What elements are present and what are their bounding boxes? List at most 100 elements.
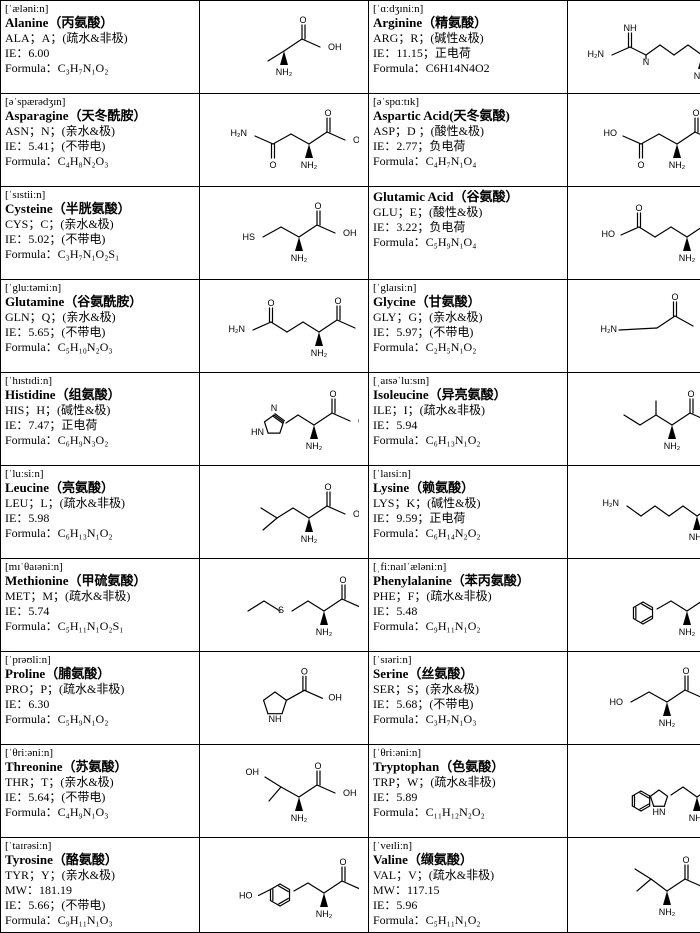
aa-structure-threonine: OOHNH₂OH — [200, 745, 369, 838]
svg-text:O: O — [339, 857, 346, 867]
svg-text:NH₂: NH₂ — [291, 813, 308, 823]
svg-text:NH: NH — [624, 23, 637, 33]
svg-text:NH₂: NH₂ — [659, 718, 676, 728]
aa-ie: IE：5.65；(不带电) — [5, 325, 195, 340]
svg-text:O: O — [324, 482, 331, 492]
aa-ipa: [ˌaɪsəˈluːsɪn] — [373, 375, 563, 387]
svg-text:O: O — [687, 389, 694, 399]
aa-info-cell: [ˈɑːdʒɪniːn]Arginine（精氨酸）ARG；R；(碱性&极)IE：… — [369, 1, 568, 94]
svg-text:NH₂: NH₂ — [669, 160, 686, 170]
svg-text:NH₂: NH₂ — [689, 532, 700, 542]
aa-ie: IE：9.59；正电荷 — [373, 511, 563, 526]
svg-text:N: N — [271, 403, 278, 413]
aa-info-cell: [əˈspɑːtɪk]Aspartic Acid(天冬氨酸)ASP；D ；(酸性… — [369, 94, 568, 187]
aa-ie: IE：5.98 — [5, 511, 195, 526]
aa-codes: PRO；P；(疏水&非极) — [5, 682, 195, 697]
aa-codes: CYS；C；(亲水&极) — [5, 217, 195, 232]
svg-text:NH₂: NH₂ — [689, 813, 700, 823]
svg-text:HO: HO — [610, 697, 624, 707]
aa-structure-valine: OOHNH₂ — [568, 838, 700, 933]
svg-text:NH₂: NH₂ — [301, 160, 318, 170]
aa-formula: Formula：C₃H₇N₁O₂S₁ — [5, 247, 195, 262]
aa-ipa: [əˈspærədʒɪn] — [5, 96, 195, 108]
aa-name: Phenylalanine（苯丙氨酸） — [373, 573, 563, 589]
aa-structure-glycine: H₂NOOH — [568, 280, 700, 373]
aa-structure-glutamine: OOHNH₂OH₂N — [200, 280, 369, 373]
aa-info-cell: [ˈgluːtəmiːn]Glutamine（谷氨酰胺）GLN；Q；(亲水&极)… — [1, 280, 200, 373]
aa-name: Lysine（赖氨酸） — [373, 480, 563, 496]
svg-text:NH₂: NH₂ — [316, 909, 333, 919]
aa-ipa: [ˈhɪstɪdiːn] — [5, 375, 195, 387]
aa-structure-methionine: OOHNH₂S — [200, 559, 369, 652]
aa-codes: ARG；R；(碱性&极) — [373, 31, 563, 46]
aa-formula: Formula：C₅H₉N₁O₄ — [373, 235, 563, 250]
aa-codes: TRP；W；(疏水&非极) — [373, 775, 563, 790]
aa-structure-serine: OOHNH₂HO — [568, 652, 700, 745]
svg-text:OH: OH — [358, 416, 359, 426]
aa-codes: GLN；Q；(亲水&极) — [5, 310, 195, 325]
aa-info-cell: [mɪˈθaɪəniːn]Methionine（甲硫氨酸）MET；M；(疏水&非… — [1, 559, 200, 652]
aa-codes: MET；M；(疏水&非极) — [5, 589, 195, 604]
svg-text:HS: HS — [242, 232, 255, 242]
svg-text:O: O — [682, 855, 689, 865]
aa-info-cell: [ˌaɪsəˈluːsɪn]Isoleucine（异亮氨酸）ILE；I；(疏水&… — [369, 373, 568, 466]
aa-name: Methionine（甲硫氨酸） — [5, 573, 195, 589]
aa-info-cell: [ˈtaɪrəsiːn]Tyrosine（酪氨酸）TYR；Y；(亲水&极)MW：… — [1, 838, 200, 933]
aa-codes: PHE；F；(疏水&非极) — [373, 589, 563, 604]
aa-ie: IE：3.22；负电荷 — [373, 220, 563, 235]
aa-info-cell: [ˈsɪstiiːn]Cysteine（半胱氨酸）CYS；C；(亲水&极)IE：… — [1, 187, 200, 280]
aa-ie: IE：5.74 — [5, 604, 195, 619]
aa-codes: GLY；G；(亲水&极) — [373, 310, 563, 325]
aa-name: Cysteine（半胱氨酸） — [5, 201, 195, 217]
aa-ipa: [mɪˈθaɪəniːn] — [5, 561, 195, 573]
svg-text:H₂N: H₂N — [229, 324, 246, 334]
aa-name: Proline（脯氨酸） — [5, 666, 195, 682]
aa-ie: IE：5.02；(不带电) — [5, 232, 195, 247]
svg-text:H₂N: H₂N — [601, 324, 618, 334]
aa-ipa: [ˈtaɪrəsiːn] — [5, 840, 195, 852]
aa-codes: ASN；N；(亲水&极) — [5, 124, 195, 139]
aa-ipa: [ˌfiːnaɪlˈæləniːn] — [373, 561, 563, 573]
aa-name: Glutamic Acid（谷氨酸） — [373, 189, 563, 205]
aa-ipa: [ˈsɪstiiːn] — [5, 189, 195, 201]
svg-text:O: O — [314, 761, 321, 771]
svg-text:OH: OH — [353, 135, 359, 145]
svg-text:NH₂: NH₂ — [694, 71, 700, 81]
svg-text:NH₂: NH₂ — [291, 253, 308, 263]
svg-text:OH: OH — [343, 788, 357, 798]
svg-text:O: O — [299, 15, 306, 25]
svg-text:O: O — [314, 201, 321, 211]
svg-text:HO: HO — [239, 891, 253, 901]
aa-codes: ALA；A；(疏水&非极) — [5, 31, 195, 46]
aa-ipa: [ˈɑːdʒɪniːn] — [373, 3, 563, 15]
aa-formula: Formula：C₁₁H₁₂N₂O₂ — [373, 805, 563, 820]
aa-info-cell: [ˈlaɪsiːn]Lysine（赖氨酸）LYS；K；(碱性&极)IE：9.59… — [369, 466, 568, 559]
aa-structure-histidine: OOHNH₂NHN — [200, 373, 369, 466]
aa-formula: Formula：C₄H₇N₁O₄ — [373, 154, 563, 169]
svg-text:O: O — [267, 298, 274, 308]
aa-ipa: [ˈθriːəniːn] — [373, 747, 563, 759]
aa-ie: IE：7.47；正电荷 — [5, 418, 195, 433]
aa-name: Isoleucine（异亮氨酸） — [373, 387, 563, 403]
aa-name: Leucine（亮氨酸） — [5, 480, 195, 496]
aa-name: Alanine（丙氨酸） — [5, 15, 195, 31]
aa-name: Glutamine（谷氨酰胺） — [5, 294, 195, 310]
aa-name: Glycine（甘氨酸） — [373, 294, 563, 310]
aa-structure-leucine: OOHNH₂ — [200, 466, 369, 559]
aa-ipa: [ˈgluːtəmiːn] — [5, 282, 195, 294]
aa-structure-tryptophan: OOHNH₂HN — [568, 745, 700, 838]
aa-formula: Formula：C₄H₉N₁O₃ — [5, 805, 195, 820]
amino-acid-table: [ˈæləniːn]Alanine（丙氨酸）ALA；A；(疏水&非极)IE：6.… — [0, 0, 700, 933]
svg-text:NH₂: NH₂ — [301, 534, 318, 544]
aa-ipa: [ˈprəʊliːn] — [5, 654, 195, 666]
aa-formula: Formula：C₂H₅N₁O₂ — [373, 340, 563, 355]
aa-info-cell: [ˈveɪliːn]Valine（缬氨酸）VAL；V；(疏水&非极)MW：117… — [369, 838, 568, 933]
aa-name: Histidine（组氨酸） — [5, 387, 195, 403]
aa-structure-isoleucine: OOHNH₂ — [568, 373, 700, 466]
svg-text:NH₂: NH₂ — [659, 907, 676, 917]
aa-ie: IE：5.41；(不带电) — [5, 139, 195, 154]
aa-formula: Formula：C₆H₉N₃O₂ — [5, 433, 195, 448]
aa-extra: IE：5.96 — [373, 898, 563, 913]
svg-text:O: O — [334, 296, 341, 306]
aa-info-cell: [ˈhɪstɪdiːn]Histidine（组氨酸）HIS；H；(碱性&极)IE… — [1, 373, 200, 466]
